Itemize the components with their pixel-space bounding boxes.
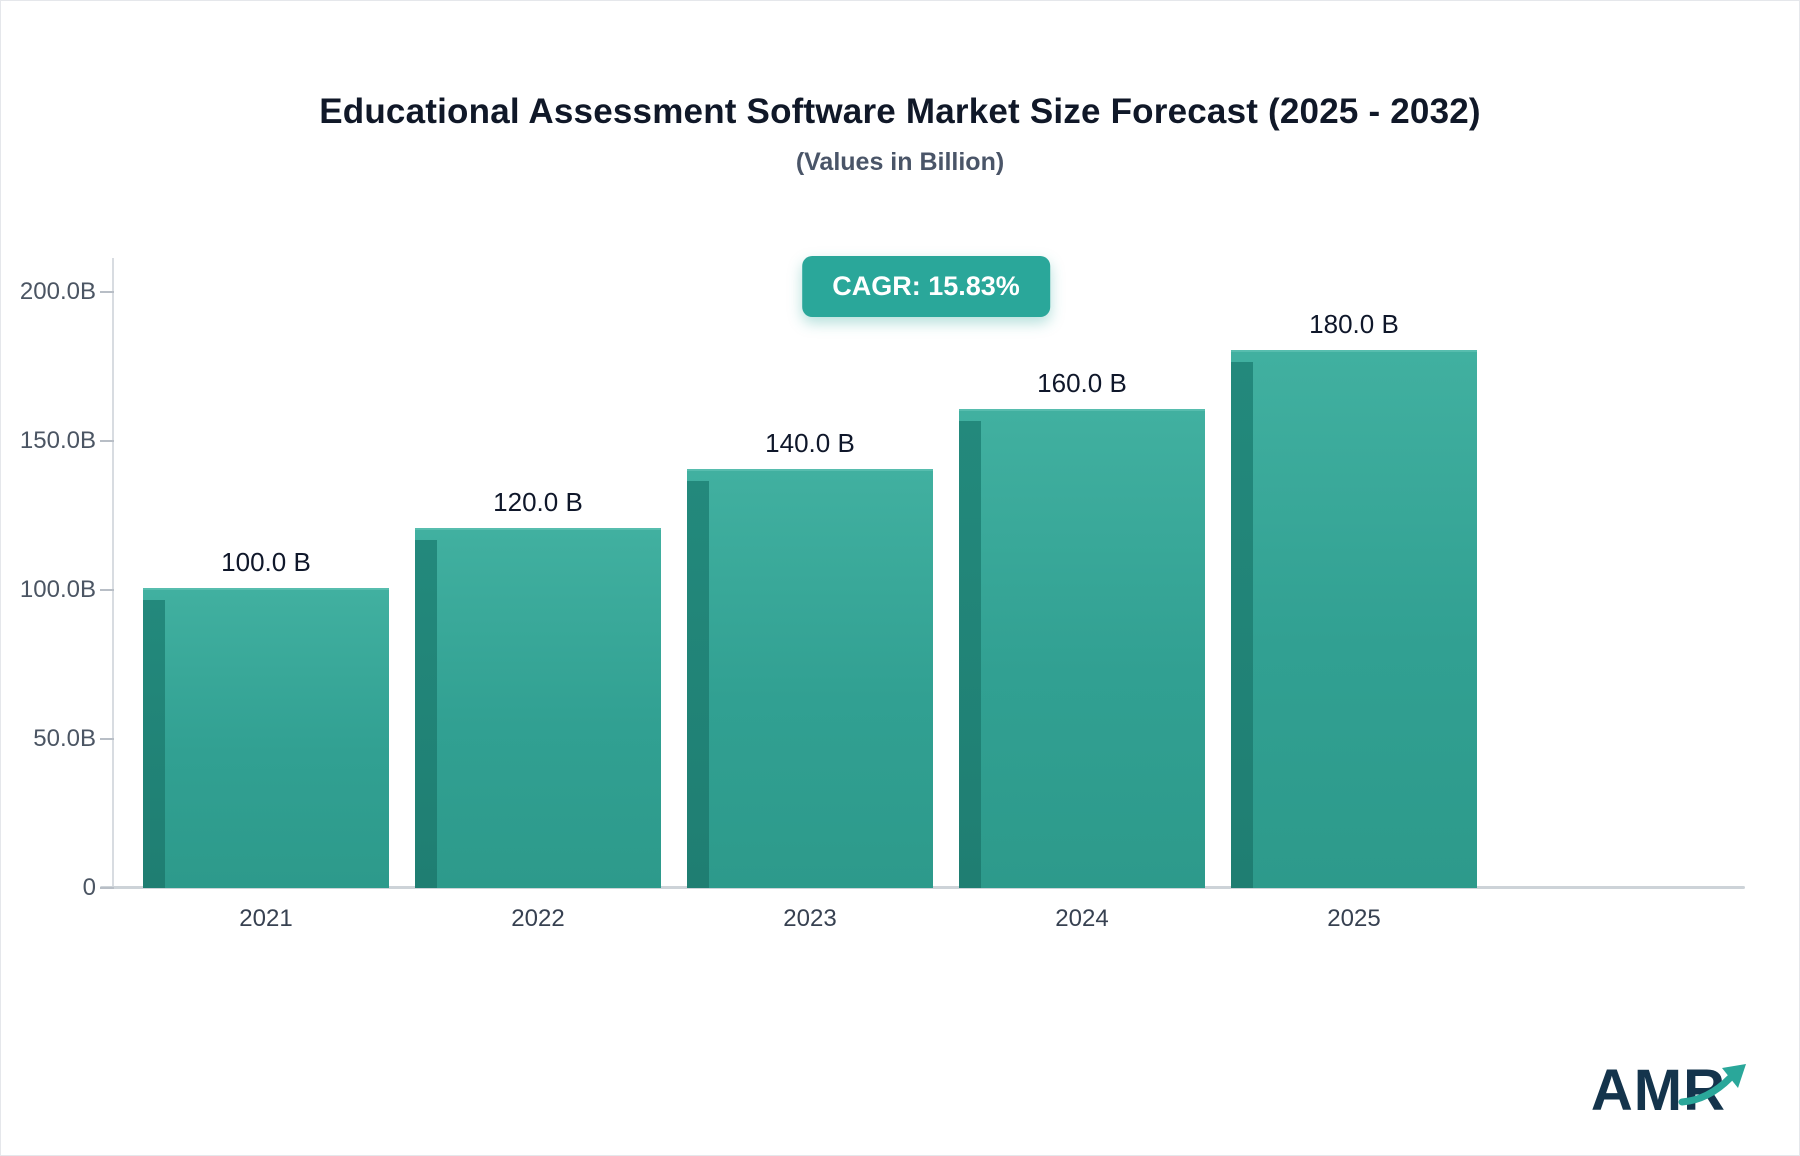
bar-side-shade [415, 540, 437, 888]
y-axis-tick-mark [100, 589, 114, 591]
x-axis-category-label: 2024 [1055, 905, 1109, 932]
y-axis-tick-mark [100, 887, 114, 889]
bar-side-shade [959, 421, 981, 888]
bar-2021 [143, 588, 389, 888]
y-axis-tick-label: 200.0B [19, 278, 96, 305]
y-axis-tick-mark [100, 738, 114, 740]
x-axis-category-label: 2022 [511, 905, 565, 932]
bar-side-shade [143, 600, 165, 888]
y-axis-tick-mark [100, 440, 114, 442]
y-axis-tick-label: 150.0B [19, 427, 96, 454]
bar-side-shade [1231, 361, 1253, 888]
bar-2022 [415, 528, 661, 888]
logo-text: AMR [1590, 1058, 1726, 1123]
bar-value-label: 100.0 B [221, 547, 311, 577]
bar-2024 [959, 409, 1205, 888]
logo-arrow-icon [1678, 1064, 1746, 1106]
x-axis-category-label: 2025 [1327, 905, 1381, 932]
chart-subtitle: (Values in Billion) [795, 148, 1005, 176]
y-axis-tick-label: 0 [82, 874, 96, 901]
chart-title: Educational Assessment Software Market S… [319, 92, 1481, 131]
logo: AMR [1591, 1062, 1746, 1120]
plot-area: 100.0 B 120.0 B 140.0 B 160.0 B 180.0 B [130, 292, 1490, 888]
y-axis-tick-label: 100.0B [19, 576, 96, 603]
cagr-badge: CAGR: 15.83% [802, 256, 1050, 317]
y-axis-tick-mark [100, 291, 114, 293]
bar-value-label: 160.0 B [1037, 368, 1127, 399]
bar-side-shade [687, 480, 709, 888]
y-axis-tick-label: 50.0B [33, 725, 96, 752]
bar-value-label: 180.0 B [1309, 308, 1399, 339]
bar-2025 [1231, 349, 1477, 888]
bar-2023 [687, 468, 933, 888]
x-axis-category-label: 2021 [239, 905, 293, 932]
bar-value-label: 120.0 B [493, 487, 583, 518]
bar-value-label: 140.0 B [765, 427, 855, 458]
x-axis-category-label: 2023 [783, 905, 837, 932]
y-axis-line [112, 258, 114, 888]
